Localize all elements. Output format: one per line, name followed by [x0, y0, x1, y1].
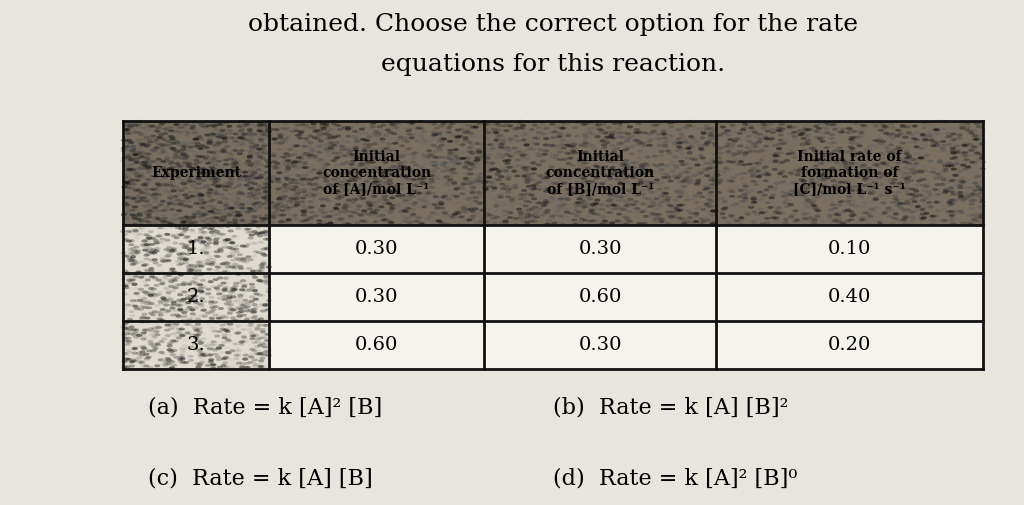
- Text: 0.40: 0.40: [828, 288, 871, 306]
- Text: 3.: 3.: [186, 336, 206, 354]
- Text: Initial
concentration
of [A]/mol L⁻¹: Initial concentration of [A]/mol L⁻¹: [323, 150, 431, 196]
- Text: 2.: 2.: [186, 288, 205, 306]
- Text: 0.20: 0.20: [828, 336, 871, 354]
- Text: 0.30: 0.30: [579, 240, 622, 258]
- Text: 0.30: 0.30: [355, 240, 398, 258]
- Text: 0.30: 0.30: [355, 288, 398, 306]
- Text: 0.60: 0.60: [355, 336, 398, 354]
- Text: (b)  Rate = k [A] [B]²: (b) Rate = k [A] [B]²: [553, 396, 788, 419]
- Text: (d)  Rate = k [A]² [B]⁰: (d) Rate = k [A]² [B]⁰: [553, 467, 798, 489]
- Text: 1.: 1.: [186, 240, 205, 258]
- Text: Experiment: Experiment: [151, 166, 241, 180]
- Text: obtained. Choose the correct option for the rate: obtained. Choose the correct option for …: [248, 13, 858, 36]
- Text: (a)  Rate = k [A]² [B]: (a) Rate = k [A]² [B]: [148, 396, 383, 419]
- Text: 0.30: 0.30: [579, 336, 622, 354]
- Text: 0.10: 0.10: [828, 240, 871, 258]
- Text: Initial rate of
formation of
[C]/mol L⁻¹ s⁻¹: Initial rate of formation of [C]/mol L⁻¹…: [794, 150, 906, 196]
- Text: 0.60: 0.60: [579, 288, 622, 306]
- Text: equations for this reaction.: equations for this reaction.: [381, 53, 725, 76]
- Text: Initial
concentration
of [B]/mol L⁻¹: Initial concentration of [B]/mol L⁻¹: [546, 150, 654, 196]
- Text: (c)  Rate = k [A] [B]: (c) Rate = k [A] [B]: [148, 467, 373, 489]
